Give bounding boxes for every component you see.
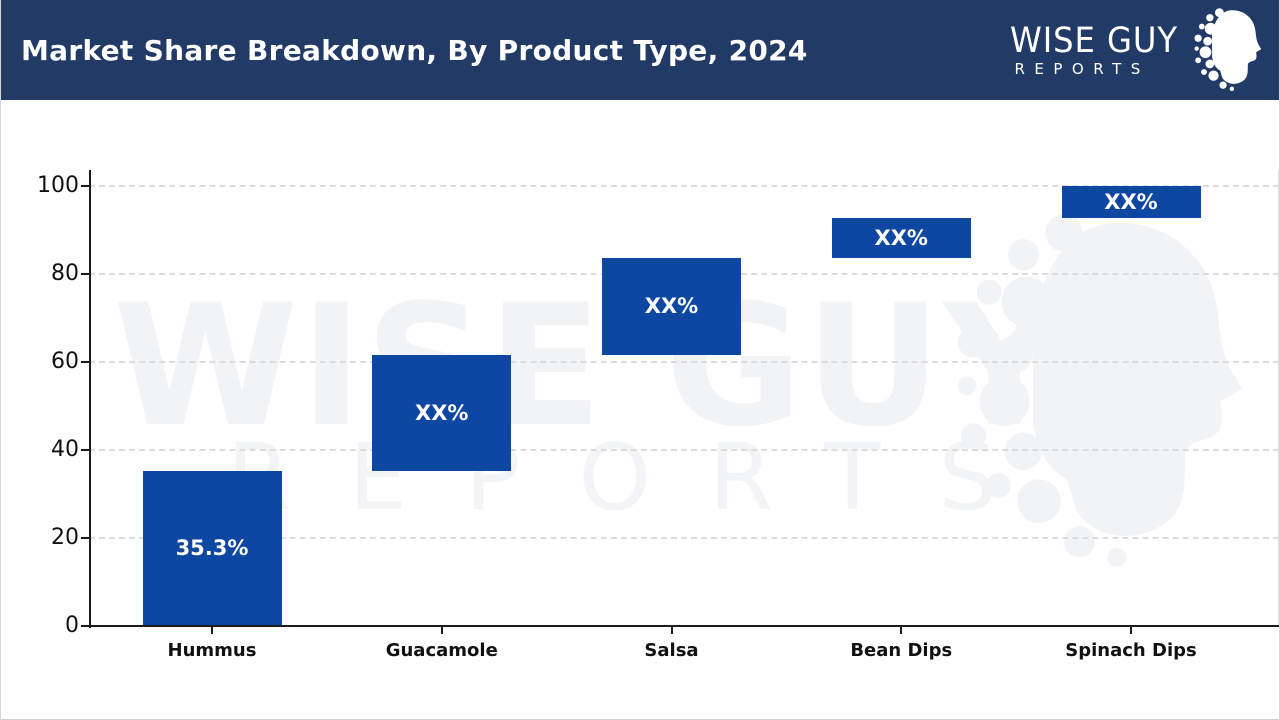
y-tick-label: 20: [51, 525, 79, 550]
bar-value-label: XX%: [874, 225, 928, 250]
wise-guy-logo: WISE GUY REPORTS: [1010, 6, 1265, 94]
x-tick: [440, 627, 443, 634]
y-tick: [81, 273, 89, 275]
x-category-label: Bean Dips: [850, 640, 953, 661]
y-tick: [81, 361, 89, 363]
gridline: [89, 449, 1279, 451]
y-tick-label: 60: [51, 349, 79, 374]
y-tick: [81, 185, 89, 187]
y-tick: [81, 537, 89, 539]
y-tick-label: 100: [37, 173, 79, 198]
plot-right-spine: [1278, 170, 1279, 626]
x-tick: [211, 627, 213, 634]
bar-hummus: [142, 470, 282, 626]
x-tick: [900, 627, 903, 634]
gridline: [89, 185, 1279, 187]
x-axis-line: [89, 625, 1279, 627]
logo-wordmark: WISE GUY: [1010, 20, 1179, 61]
y-tick-label: 0: [65, 613, 79, 638]
x-category-label: Salsa: [644, 640, 699, 661]
y-tick-label: 40: [51, 437, 79, 462]
bar-salsa: [602, 257, 741, 355]
head-logo-icon: [1194, 8, 1262, 92]
gridline: [89, 537, 1279, 539]
y-tick: [81, 449, 89, 451]
y-axis-line: [89, 170, 91, 628]
bar-guacamole: [372, 354, 512, 471]
logo-text: WISE GUY REPORTS: [1010, 23, 1193, 78]
x-tick: [1130, 627, 1132, 634]
logo-subtext: REPORTS: [1014, 59, 1150, 78]
x-tick: [670, 627, 673, 634]
bar-bean-dips: [831, 218, 971, 258]
x-category-label: Hummus: [167, 640, 257, 661]
header: Market Share Breakdown, By Product Type,…: [1, 0, 1279, 100]
bar-value-label: XX%: [644, 294, 699, 319]
gridline: [89, 361, 1279, 363]
watermark-wordmark: WISE GUY: [113, 268, 1068, 464]
bar-value-label: 35.3%: [175, 536, 249, 561]
y-tick: [81, 625, 89, 627]
x-category-label: Spinach Dips: [1065, 640, 1197, 661]
y-tick-label: 80: [51, 261, 79, 286]
page-title: Market Share Breakdown, By Product Type,…: [21, 33, 808, 67]
bar-spinach-dips: [1061, 186, 1201, 219]
x-category-label: Guacamole: [385, 640, 498, 661]
bar-value-label: XX%: [1104, 190, 1158, 215]
bar-value-label: XX%: [415, 400, 469, 425]
watermark-subtext: REPORTS: [227, 424, 1055, 531]
